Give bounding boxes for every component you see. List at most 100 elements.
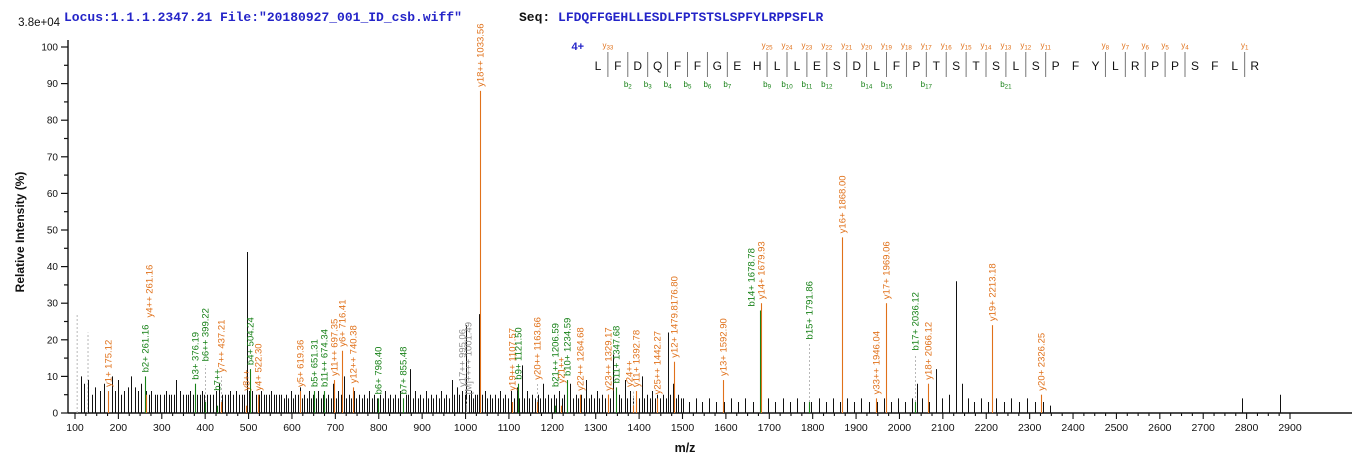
- axes: 0 10 20 30 40 50 60 70 80 90 100 3.8e+04 Relative In…: [13, 17, 1352, 455]
- y-ion-marker: y18: [901, 41, 912, 52]
- ion-label: y25++ 1442.27: [653, 331, 664, 394]
- y-axis-tick-label: 90: [47, 79, 59, 90]
- x-axis-tick-label: 2300: [1018, 422, 1042, 434]
- ion-label: b6++ 399.22: [201, 308, 212, 361]
- residue-letter: L: [595, 59, 602, 73]
- b-ion-marker: b9: [763, 80, 771, 91]
- y-ion-marker: y1: [1241, 41, 1249, 52]
- y-ion-marker: y33: [602, 41, 613, 52]
- ion-label: b7+ 855.48: [399, 347, 410, 395]
- residue-letter: Y: [1091, 59, 1099, 73]
- ion-label: y8++: [242, 369, 253, 391]
- residue-letter: T: [972, 59, 980, 73]
- y-axis-tick-label: 40: [47, 262, 59, 273]
- residue-letter: P: [1171, 59, 1179, 73]
- annotated-peaks: y1+ 175.12 b2+ 261.16 y4++ 261.16 b3+ 376.1…: [104, 24, 1048, 413]
- y-axis-tick-label: 0: [52, 409, 58, 420]
- residue-letter: S: [952, 59, 960, 73]
- x-axis-tick-label: 2600: [1148, 422, 1172, 434]
- ion-label: y21++: [557, 357, 568, 384]
- x-axis-tick-label: 1700: [758, 422, 782, 434]
- x-axis-tick-label: 100: [66, 422, 84, 434]
- y-ion-marker: y8: [1102, 41, 1110, 52]
- ion-label: y7++ 437.21: [217, 320, 228, 373]
- ion-label: b10+ 1234.59: [563, 318, 574, 376]
- x-axis-tick-label: 2500: [1105, 422, 1129, 434]
- residue-letter: L: [1231, 59, 1238, 73]
- x-axis-tick-label: 2100: [931, 422, 955, 434]
- y-ion-marker: y6: [1141, 41, 1149, 52]
- b-ion-marker: b10: [781, 80, 793, 91]
- residue-letter: F: [1072, 59, 1079, 73]
- y-axis-tick-label: 20: [47, 335, 59, 346]
- ion-label: y33++ 1946.04: [872, 331, 883, 394]
- b-ion-marker: b11: [801, 80, 812, 91]
- ion-label: b9+ 1121.50: [514, 327, 525, 379]
- ion-label: b7++: [213, 369, 224, 391]
- residue-letter: H: [753, 59, 762, 73]
- residue-letter: F: [694, 59, 701, 73]
- y-ion-marker: y4: [1181, 41, 1189, 52]
- seq-value: LFDQFFGEHLLESDLFPTSTSLSPFYLRPPSFLR: [558, 10, 824, 25]
- y-ion-marker: y15: [961, 41, 972, 52]
- ion-label: b2+ 261.16: [141, 325, 152, 373]
- residue-letter: S: [992, 59, 1000, 73]
- x-axis-tick-label: 200: [110, 422, 128, 434]
- ion-label: y19++ 1107.57: [508, 328, 519, 391]
- residue-letter: F: [614, 59, 621, 73]
- y-axis-tick-label: 50: [47, 226, 59, 237]
- ion-label: y13+ 1592.90: [719, 318, 730, 376]
- ion-label: y17++ 995.06: [458, 329, 469, 387]
- b-ion-marker: b4: [664, 80, 672, 91]
- y-ion-marker: y23: [801, 41, 812, 52]
- ion-label: b14+ 1678.78: [747, 248, 758, 306]
- b-ion-marker: b14: [861, 80, 873, 91]
- ion-label: y4+ 522.30: [254, 343, 265, 390]
- ion-label: y11++ 697.35: [330, 319, 341, 376]
- residue-letter: R: [1131, 59, 1140, 73]
- y-ion-marker: y25: [762, 41, 773, 52]
- b-ion-marker: b15: [881, 80, 893, 91]
- ion-label: b15+ 1791.86: [805, 281, 816, 339]
- unlabeled-peaks: [81, 251, 1281, 413]
- residue-letter: S: [833, 59, 841, 73]
- x-axis-tick-label: 700: [327, 422, 345, 434]
- y-axis-tick-label: 70: [47, 152, 59, 163]
- residue-letter: F: [893, 59, 900, 73]
- y-axis-tick-label: 60: [47, 189, 59, 200]
- x-axis-tick-label: 1200: [541, 422, 565, 434]
- y-ion-marker: y16: [941, 41, 952, 52]
- ion-label: y19+ 2213.18: [988, 263, 999, 321]
- b-ion-marker: b7: [723, 80, 731, 91]
- residue-letter: P: [1151, 59, 1159, 73]
- x-axis-tick-label: 300: [153, 422, 171, 434]
- y-axis-tick-label: 30: [47, 299, 59, 310]
- ion-label: y1+ 175.12: [104, 340, 115, 387]
- ion-label: b3+ 376.19: [191, 332, 202, 380]
- residue-letter: L: [1013, 59, 1020, 73]
- sequence-header: Seq: LFDQFFGEHLLESDLFPTSTSLSPFYLRPPSFLR: [519, 10, 823, 25]
- residue-letter: E: [733, 59, 741, 73]
- y-ion-marker: y12: [1020, 41, 1031, 52]
- x-axis-tick-label: 500: [240, 422, 258, 434]
- residue-letter: L: [794, 59, 801, 73]
- locus-file-label: Locus:1.1.1.2347.21 File:"20180927_001_I…: [64, 10, 462, 25]
- ion-label: y18+ 2066.12: [924, 322, 935, 380]
- ion-label: y20+ 2326.25: [1037, 333, 1048, 391]
- residue-letter: G: [713, 59, 722, 73]
- residue-letter: S: [1191, 59, 1199, 73]
- y-ion-marker: y5: [1161, 41, 1169, 52]
- x-axis-tick-label: 1900: [844, 422, 868, 434]
- residue-letter: R: [1250, 59, 1259, 73]
- residue-letter: D: [633, 59, 642, 73]
- ion-label: y16+ 1868.00: [838, 175, 849, 233]
- y-ion-marker: y11: [1040, 41, 1051, 52]
- x-axis-tick-label: 800: [370, 422, 388, 434]
- x-axis-tick-label: 1500: [671, 422, 695, 434]
- ion-label: y20++ 1163.66: [533, 317, 544, 380]
- y-axis-tick-label: 100: [41, 43, 58, 54]
- ion-label: b21++ 1206.59: [551, 323, 562, 387]
- residue-letter: D: [852, 59, 861, 73]
- ion-label: [M]++++ 1001.49: [464, 322, 475, 394]
- b-ion-marker: b2: [624, 80, 632, 91]
